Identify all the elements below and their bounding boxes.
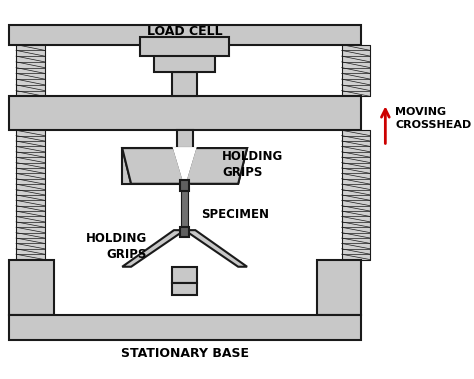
Polygon shape — [122, 148, 185, 184]
Text: SPECIMEN: SPECIMEN — [201, 208, 269, 221]
Text: LOAD CELL: LOAD CELL — [147, 25, 222, 38]
Bar — [177, 130, 192, 148]
Bar — [16, 45, 45, 96]
Polygon shape — [174, 148, 195, 184]
Text: HOLDING
GRIPS: HOLDING GRIPS — [222, 150, 283, 179]
Bar — [180, 227, 189, 237]
Bar — [172, 72, 197, 96]
Bar — [9, 96, 361, 130]
Bar — [317, 260, 361, 315]
Bar — [342, 130, 370, 260]
Polygon shape — [122, 148, 177, 184]
Bar — [9, 260, 54, 315]
Polygon shape — [192, 148, 247, 184]
Bar — [181, 191, 188, 233]
Bar — [180, 180, 189, 191]
Bar — [9, 25, 361, 45]
Bar — [172, 283, 197, 295]
Polygon shape — [122, 148, 177, 184]
Bar — [342, 45, 370, 96]
Bar — [9, 315, 361, 340]
Bar — [172, 267, 197, 283]
Text: MOVING
CROSSHEAD: MOVING CROSSHEAD — [395, 108, 472, 130]
Bar — [140, 37, 229, 56]
Polygon shape — [185, 148, 247, 184]
Polygon shape — [185, 230, 247, 267]
Bar — [155, 50, 215, 72]
Bar — [16, 130, 45, 260]
Polygon shape — [122, 230, 185, 267]
Text: HOLDING
GRIPS: HOLDING GRIPS — [86, 232, 147, 261]
Text: STATIONARY BASE: STATIONARY BASE — [121, 347, 249, 360]
